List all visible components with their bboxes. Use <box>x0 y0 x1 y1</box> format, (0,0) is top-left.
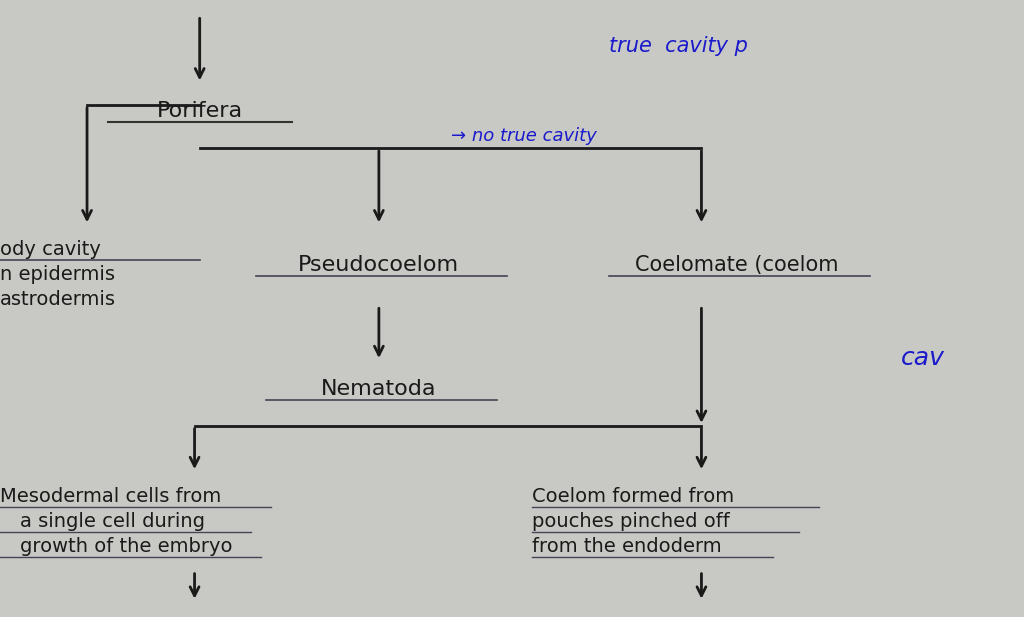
Text: cav: cav <box>901 346 945 370</box>
Text: astrodermis: astrodermis <box>0 290 116 308</box>
Text: Nematoda: Nematoda <box>322 379 436 399</box>
Text: pouches pinched off: pouches pinched off <box>532 512 730 531</box>
Text: → no true cavity: → no true cavity <box>451 126 596 145</box>
Text: Coelom formed from: Coelom formed from <box>532 487 734 506</box>
Text: Pseudocoelom: Pseudocoelom <box>298 255 460 275</box>
Text: a single cell during: a single cell during <box>20 512 206 531</box>
Text: growth of the embryo: growth of the embryo <box>20 537 233 555</box>
Text: from the endoderm: from the endoderm <box>532 537 722 555</box>
Text: Porifera: Porifera <box>157 101 243 121</box>
Text: ody cavity: ody cavity <box>0 241 101 259</box>
Text: Mesodermal cells from: Mesodermal cells from <box>0 487 221 506</box>
Text: Coelomate (coelom: Coelomate (coelom <box>635 255 839 275</box>
Text: true  cavity p: true cavity p <box>609 36 749 56</box>
Text: n epidermis: n epidermis <box>0 265 115 284</box>
